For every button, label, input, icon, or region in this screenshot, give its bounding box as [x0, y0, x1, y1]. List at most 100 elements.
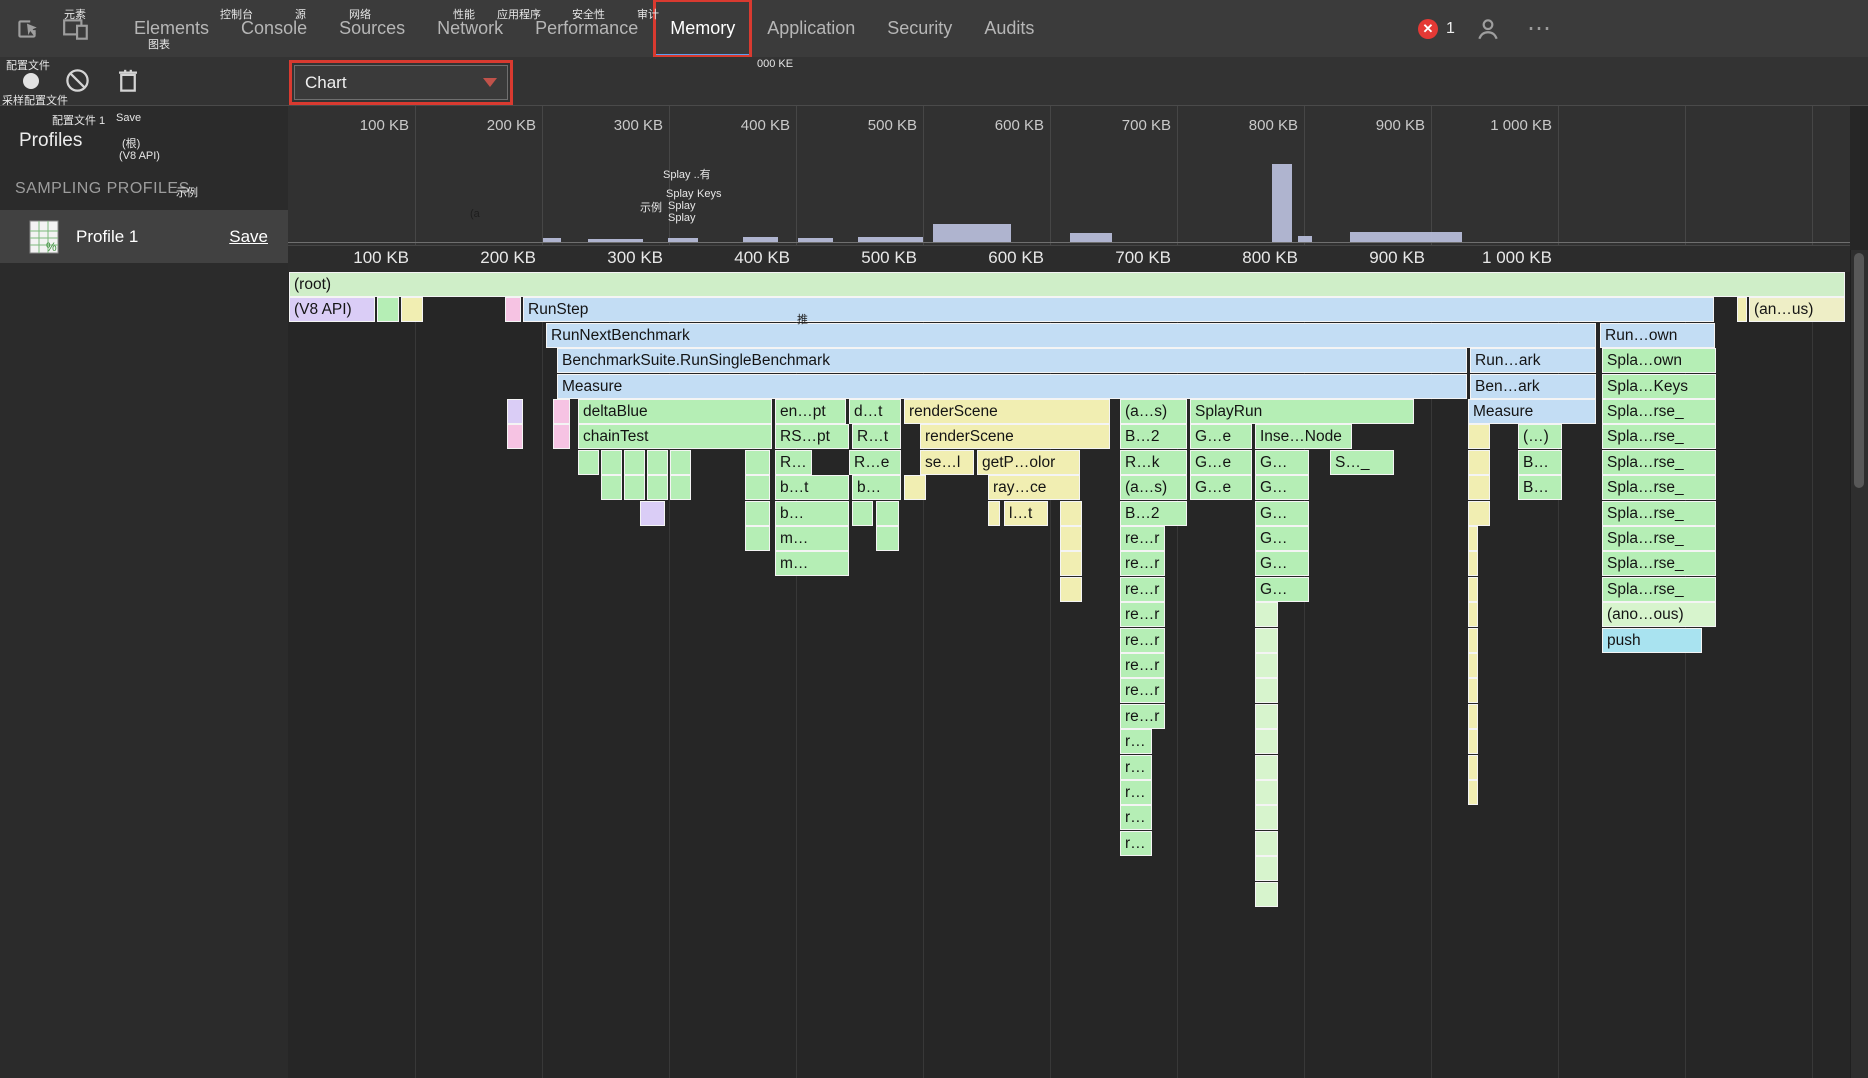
flame-cell[interactable]: G…e — [1190, 475, 1252, 500]
flame-cell[interactable] — [507, 424, 523, 449]
memory-overview[interactable]: 100 KB 200 KB 300 KB 400 KB 500 KB 600 KB 700 … — [288, 106, 1850, 245]
flame-cell[interactable] — [1468, 755, 1478, 780]
flame-cell[interactable]: r… — [1120, 755, 1152, 780]
flame-cell[interactable]: G… — [1255, 577, 1309, 602]
flame-cell[interactable]: re…r — [1120, 653, 1165, 678]
flame-cell[interactable]: ray…ce — [988, 475, 1080, 500]
flame-cell[interactable]: G…e — [1190, 450, 1252, 475]
flame-cell[interactable] — [1468, 501, 1490, 526]
flame-cell[interactable]: G… — [1255, 450, 1309, 475]
flame-cell[interactable] — [1255, 856, 1278, 881]
flame-cell[interactable]: Spla…rse_ — [1602, 450, 1716, 475]
flame-cell[interactable]: Spla…rse_ — [1602, 501, 1716, 526]
flame-cell[interactable]: Spla…rse_ — [1602, 526, 1716, 551]
flame-cell[interactable]: re…r — [1120, 602, 1165, 627]
flame-cell[interactable]: m… — [775, 551, 849, 576]
flame-cell[interactable]: S…_ — [1330, 450, 1394, 475]
flame-cell[interactable] — [1468, 424, 1490, 449]
flame-cell[interactable] — [553, 399, 570, 424]
profile-list-item[interactable]: % Profile 1 Save — [0, 210, 288, 263]
tab-sources[interactable]: Sources — [339, 18, 406, 38]
flame-cell[interactable] — [745, 501, 770, 526]
flame-cell[interactable]: re…r — [1120, 526, 1165, 551]
flame-cell[interactable] — [647, 450, 668, 475]
flame-cell[interactable] — [745, 526, 770, 551]
flame-cell[interactable] — [1255, 678, 1278, 703]
flame-cell[interactable]: B… — [1518, 475, 1562, 500]
tab-console[interactable]: Console — [241, 18, 308, 38]
flame-cell[interactable]: renderScene — [920, 424, 1110, 449]
flame-cell[interactable] — [505, 297, 521, 322]
tab-audits[interactable]: Audits — [984, 18, 1035, 38]
flame-cell[interactable]: RunStep — [523, 297, 1714, 322]
flame-cell[interactable] — [745, 475, 770, 500]
flame-cell[interactable] — [1468, 602, 1478, 627]
flame-cell[interactable] — [1468, 551, 1478, 576]
flame-cell[interactable]: getP…olor — [977, 450, 1080, 475]
scrollbar-thumb[interactable] — [1854, 253, 1864, 488]
flame-cell[interactable]: m… — [775, 526, 849, 551]
flame-cell[interactable]: b… — [775, 501, 849, 526]
flame-cell[interactable]: chainTest — [578, 424, 772, 449]
record-profile-icon[interactable] — [20, 70, 42, 92]
flame-cell[interactable]: Spla…rse_ — [1602, 551, 1716, 576]
flame-cell[interactable]: Run…ark — [1470, 348, 1596, 373]
flame-cell[interactable] — [1060, 577, 1082, 602]
flame-cell[interactable]: G… — [1255, 501, 1309, 526]
flame-cell[interactable]: re…r — [1120, 678, 1165, 703]
flame-cell[interactable]: re…r — [1120, 628, 1165, 653]
flame-cell[interactable]: Spla…rse_ — [1602, 475, 1716, 500]
flame-cell[interactable]: en…pt — [775, 399, 846, 424]
flame-cell[interactable] — [401, 297, 423, 322]
flame-cell[interactable] — [1468, 729, 1478, 754]
flame-cell[interactable] — [988, 501, 1000, 526]
flame-cell[interactable]: B… — [1518, 450, 1562, 475]
flame-cell[interactable] — [1255, 805, 1278, 830]
flame-cell[interactable]: Measure — [557, 374, 1467, 399]
flame-cell[interactable]: B…2 — [1120, 424, 1187, 449]
vertical-scrollbar[interactable] — [1850, 250, 1868, 1078]
flame-cell[interactable]: G… — [1255, 475, 1309, 500]
flame-cell[interactable] — [1060, 551, 1082, 576]
flame-cell[interactable]: BenchmarkSuite.RunSingleBenchmark — [557, 348, 1467, 373]
flame-cell[interactable]: renderScene — [904, 399, 1110, 424]
inspect-icon[interactable] — [14, 16, 40, 42]
flame-cell[interactable]: Spla…rse_ — [1602, 577, 1716, 602]
flame-cell[interactable]: (a…s) — [1120, 399, 1187, 424]
flame-cell[interactable]: B…2 — [1120, 501, 1187, 526]
flame-cell[interactable]: R…t — [852, 424, 901, 449]
flame-cell[interactable] — [647, 475, 668, 500]
flame-cell[interactable] — [1468, 475, 1490, 500]
flame-cell[interactable]: push — [1602, 628, 1702, 653]
flame-chart[interactable]: (root) (V8 API) RunStep (an…us) RunNextBench… — [288, 272, 1850, 1078]
flame-cell[interactable] — [1255, 628, 1278, 653]
flame-cell[interactable] — [1255, 704, 1278, 729]
flame-cell[interactable]: (V8 API) — [289, 297, 375, 322]
flame-cell[interactable]: r… — [1120, 729, 1152, 754]
flame-cell[interactable] — [876, 501, 899, 526]
flame-cell[interactable]: Measure — [1468, 399, 1596, 424]
flame-cell[interactable] — [507, 399, 523, 424]
flame-cell[interactable] — [640, 501, 665, 526]
flame-cell[interactable]: b… — [852, 475, 901, 500]
flame-cell[interactable] — [1255, 653, 1278, 678]
flame-cell[interactable] — [553, 424, 570, 449]
tab-application[interactable]: Application — [767, 18, 856, 38]
flame-cell[interactable] — [624, 450, 645, 475]
flame-cell[interactable]: r… — [1120, 805, 1152, 830]
flame-cell[interactable]: re…r — [1120, 704, 1165, 729]
flame-cell[interactable]: b…t — [775, 475, 849, 500]
flame-cell[interactable]: Run…own — [1600, 323, 1715, 348]
tab-network[interactable]: Network — [437, 18, 504, 38]
flame-cell[interactable]: r… — [1120, 831, 1152, 856]
flame-cell[interactable]: Spla…rse_ — [1602, 399, 1716, 424]
flame-cell[interactable]: Spla…own — [1602, 348, 1716, 373]
flame-cell[interactable] — [1255, 602, 1278, 627]
flame-cell[interactable]: Inse…Node — [1255, 424, 1352, 449]
save-profile-link[interactable]: Save — [229, 226, 268, 246]
flame-cell[interactable] — [1468, 628, 1478, 653]
flame-cell[interactable]: (…) — [1518, 424, 1562, 449]
flame-cell[interactable]: re…r — [1120, 551, 1165, 576]
flame-cell[interactable]: RS…pt — [775, 424, 849, 449]
delete-profile-icon[interactable] — [116, 67, 140, 94]
